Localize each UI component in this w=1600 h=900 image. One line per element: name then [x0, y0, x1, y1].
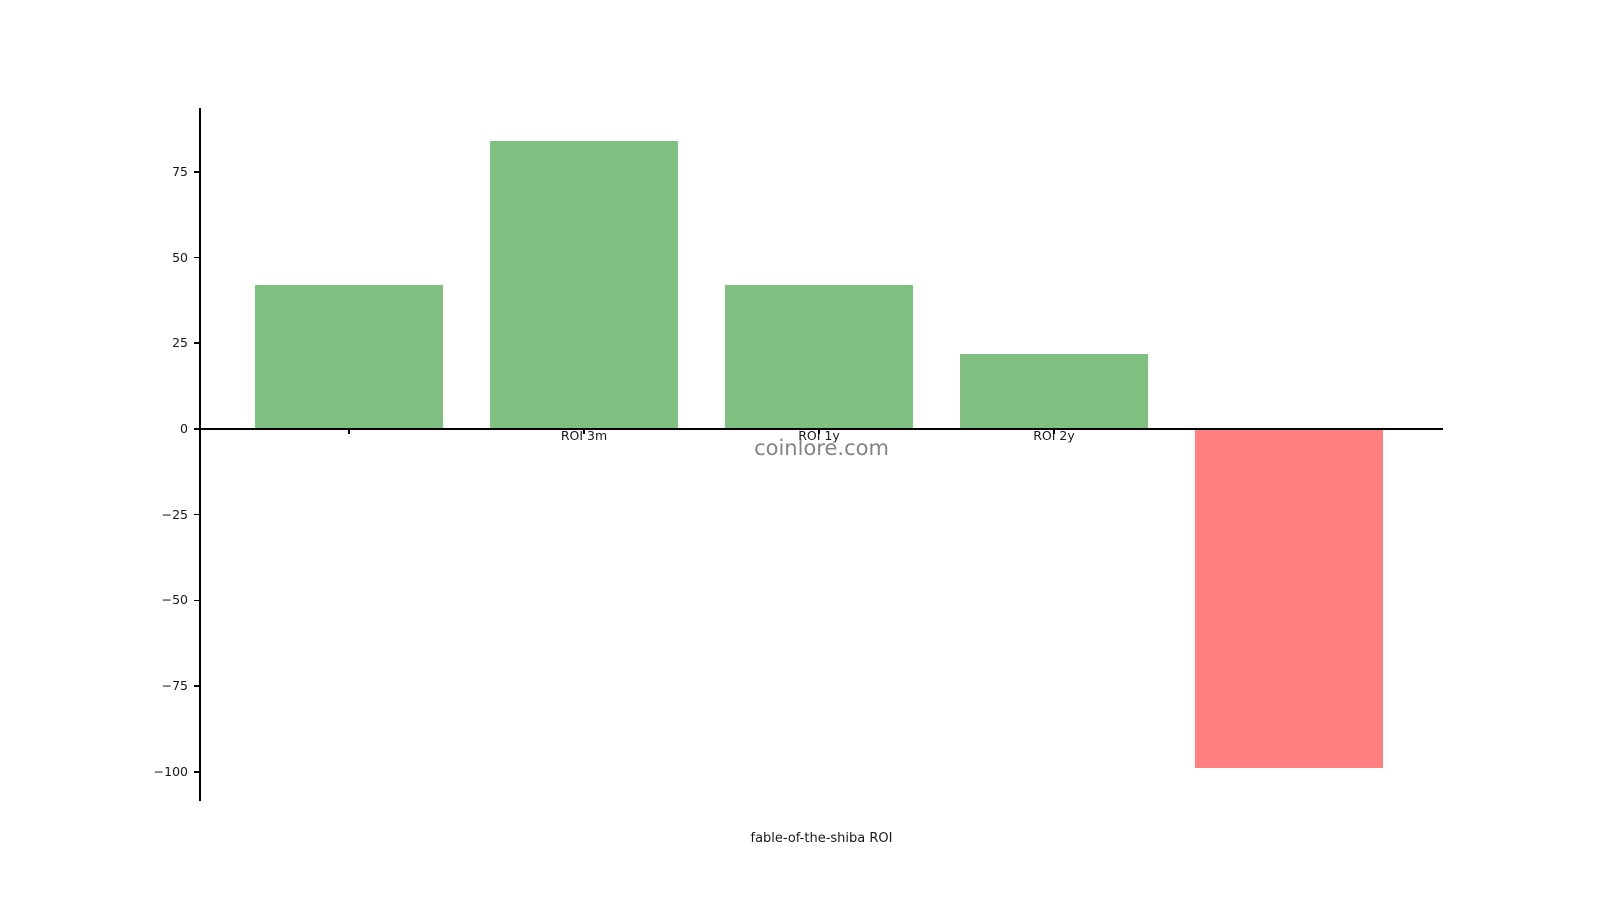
y-tick-label: −100: [153, 763, 188, 779]
bar: [960, 353, 1148, 429]
y-tick-mark: [194, 256, 200, 259]
x-tick-label: ROI 2y: [1033, 427, 1075, 443]
y-tick-mark: [194, 599, 200, 602]
y-tick-mark: [194, 171, 200, 173]
x-tick-mark: [583, 428, 585, 435]
y-axis: [199, 108, 201, 801]
bar: [725, 284, 913, 429]
y-tick-mark: [194, 428, 200, 430]
y-tick-mark: [194, 513, 200, 516]
x-tick-mark: [1053, 428, 1055, 435]
chart-title: fable-of-the-shiba ROI: [750, 831, 893, 846]
y-tick-mark: [194, 771, 200, 773]
y-tick-mark: [194, 342, 200, 344]
bar: [255, 284, 443, 429]
bar: [490, 140, 678, 429]
y-tick-label: 0: [180, 420, 188, 436]
y-tick-label: −50: [161, 592, 188, 608]
x-tick-mark: [818, 428, 820, 435]
watermark: coinlore.com: [754, 436, 889, 460]
y-tick-label: 75: [172, 163, 188, 179]
y-tick-label: −75: [161, 678, 188, 694]
x-axis: [200, 428, 1443, 430]
y-tick-label: −25: [161, 506, 188, 522]
x-tick-mark: [348, 428, 350, 435]
x-tick-label: ROI 3m: [560, 427, 608, 443]
y-tick-mark: [194, 685, 200, 687]
bar: [1195, 428, 1383, 769]
y-tick-label: 25: [172, 335, 188, 351]
y-tick-label: 50: [172, 249, 188, 265]
x-tick-label: ROI 1y: [798, 427, 840, 443]
